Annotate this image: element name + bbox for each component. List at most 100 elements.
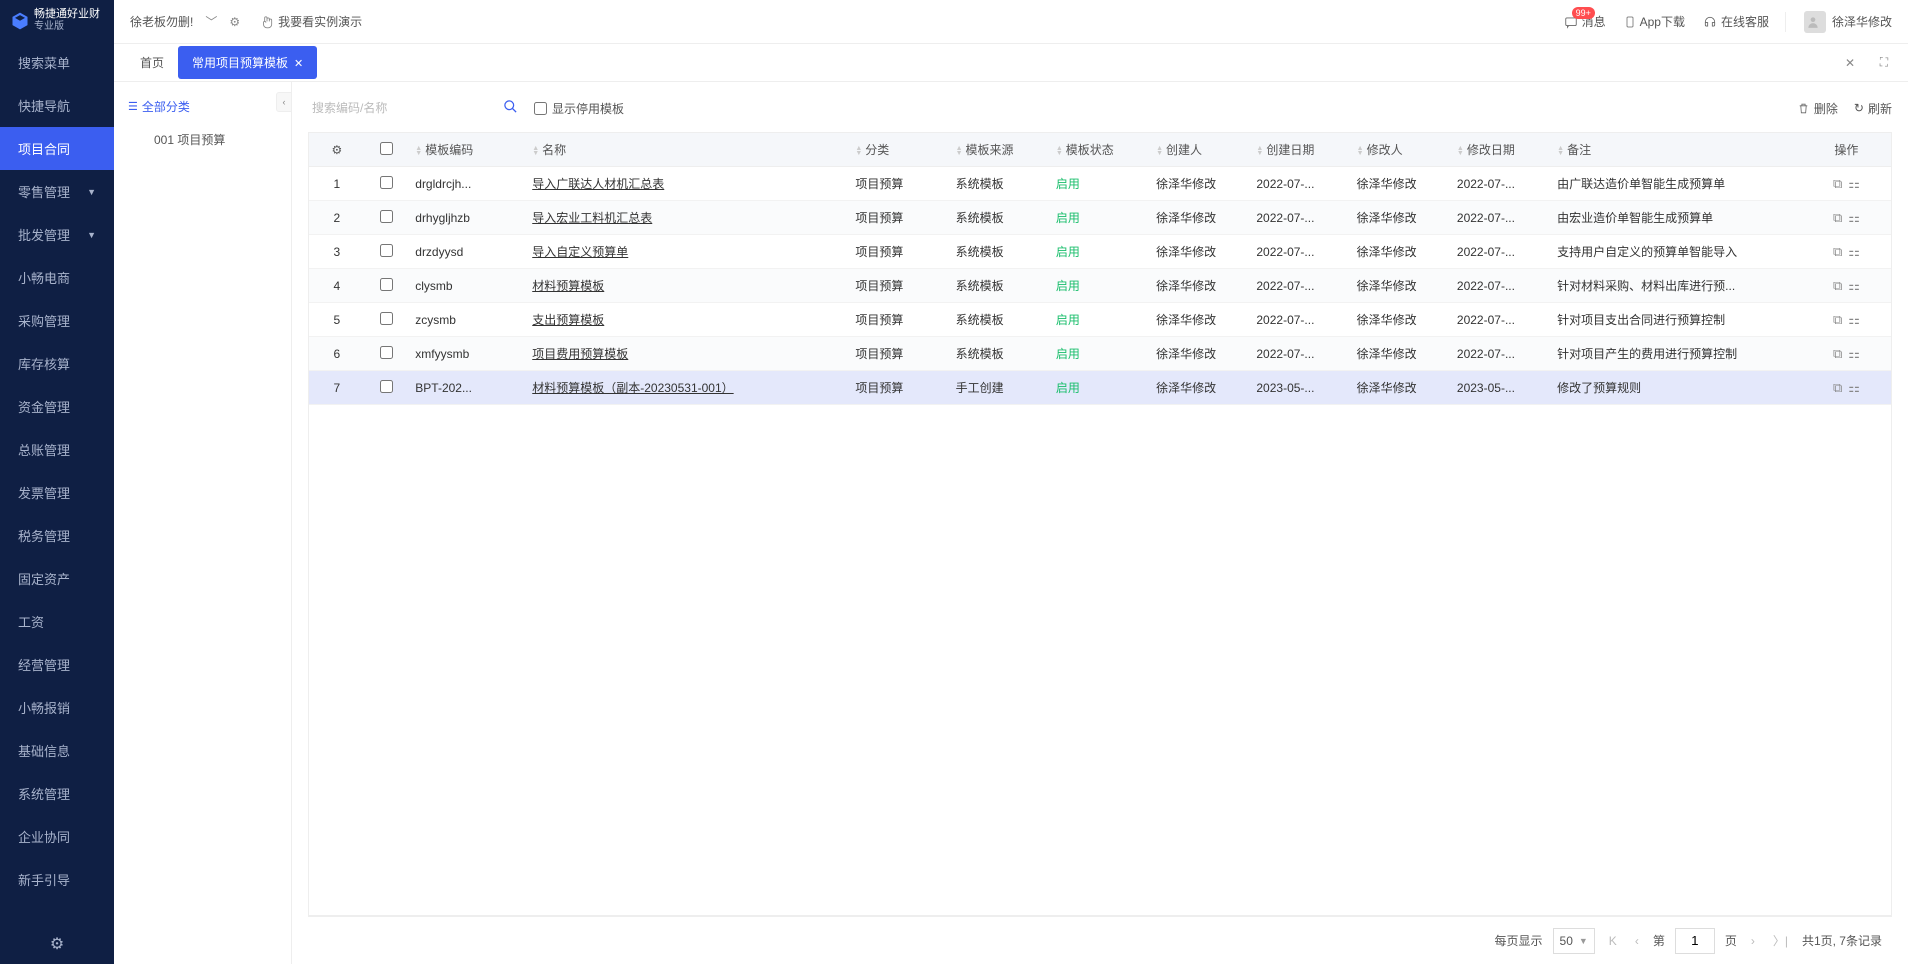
sidebar-item-13[interactable]: 工资 bbox=[0, 600, 114, 643]
greeting-dropdown[interactable]: ﹀ bbox=[205, 13, 217, 30]
table-row[interactable]: 1drgldrcjh...导入广联达人材机汇总表项目预算系统模板启用徐泽华修改2… bbox=[309, 167, 1891, 201]
col-source[interactable]: 模板来源 bbox=[966, 143, 1014, 157]
view-icon[interactable]: ⧉ bbox=[1833, 312, 1842, 327]
tabs-close-all[interactable]: ✕ bbox=[1838, 51, 1862, 75]
sort-icon[interactable]: ▲▼ bbox=[415, 146, 422, 156]
demo-link[interactable]: 我要看实例演示 bbox=[260, 13, 362, 30]
row-checkbox[interactable] bbox=[380, 346, 393, 359]
sort-icon[interactable]: ▲▼ bbox=[532, 146, 539, 156]
row-name-link[interactable]: 支出预算模板 bbox=[532, 313, 604, 327]
col-remark[interactable]: 备注 bbox=[1567, 143, 1591, 157]
sidebar-item-1[interactable]: 快捷导航 bbox=[0, 84, 114, 127]
more-icon[interactable]: ⚏ bbox=[1848, 346, 1860, 361]
sort-icon[interactable]: ▲▼ bbox=[1256, 146, 1263, 156]
delete-button[interactable]: 删除 bbox=[1797, 100, 1838, 117]
more-icon[interactable]: ⚏ bbox=[1848, 312, 1860, 327]
row-checkbox[interactable] bbox=[380, 176, 393, 189]
sidebar-item-8[interactable]: 资金管理 bbox=[0, 385, 114, 428]
view-icon[interactable]: ⧉ bbox=[1833, 380, 1842, 395]
select-all-checkbox[interactable] bbox=[380, 142, 393, 155]
collapse-panel-button[interactable]: ‹ bbox=[276, 92, 292, 112]
row-checkbox[interactable] bbox=[380, 380, 393, 393]
search-icon[interactable] bbox=[503, 99, 518, 117]
sidebar-item-3[interactable]: 零售管理▼ bbox=[0, 170, 114, 213]
refresh-button[interactable]: ↻ 刷新 bbox=[1854, 100, 1892, 117]
col-mdate[interactable]: 修改日期 bbox=[1467, 143, 1515, 157]
table-row[interactable]: 5zcysmb支出预算模板项目预算系统模板启用徐泽华修改2022-07-...徐… bbox=[309, 303, 1891, 337]
app-download-link[interactable]: App下载 bbox=[1624, 13, 1685, 30]
col-code[interactable]: 模板编码 bbox=[425, 143, 473, 157]
sidebar-item-6[interactable]: 采购管理 bbox=[0, 299, 114, 342]
view-icon[interactable]: ⧉ bbox=[1833, 346, 1842, 361]
col-cdate[interactable]: 创建日期 bbox=[1266, 143, 1314, 157]
col-creator[interactable]: 创建人 bbox=[1166, 143, 1202, 157]
tabs-expand[interactable]: ⛶ bbox=[1872, 51, 1896, 75]
table-row[interactable]: 4clysmb材料预算模板项目预算系统模板启用徐泽华修改2022-07-...徐… bbox=[309, 269, 1891, 303]
sort-icon[interactable]: ▲▼ bbox=[1156, 146, 1163, 156]
sidebar-item-5[interactable]: 小畅电商 bbox=[0, 256, 114, 299]
row-name-link[interactable]: 材料预算模板（副本-20230531-001） bbox=[532, 381, 733, 395]
search-input[interactable] bbox=[308, 94, 518, 122]
sidebar-item-10[interactable]: 发票管理 bbox=[0, 471, 114, 514]
sort-icon[interactable]: ▲▼ bbox=[1557, 146, 1564, 156]
category-root[interactable]: ☰ 全部分类 bbox=[114, 90, 291, 123]
sort-icon[interactable]: ▲▼ bbox=[1056, 146, 1063, 156]
view-icon[interactable]: ⧉ bbox=[1833, 210, 1842, 225]
row-name-link[interactable]: 导入宏业工料机汇总表 bbox=[532, 211, 652, 225]
sidebar-item-11[interactable]: 税务管理 bbox=[0, 514, 114, 557]
col-category[interactable]: 分类 bbox=[865, 143, 889, 157]
tab-0[interactable]: 首页 bbox=[126, 46, 178, 79]
col-modifier[interactable]: 修改人 bbox=[1367, 143, 1403, 157]
row-name-link[interactable]: 项目费用预算模板 bbox=[532, 347, 628, 361]
sidebar-item-14[interactable]: 经营管理 bbox=[0, 643, 114, 686]
next-page-button[interactable]: › bbox=[1747, 934, 1759, 948]
top-gear-icon[interactable]: ⚙ bbox=[229, 15, 240, 29]
row-name-link[interactable]: 导入广联达人材机汇总表 bbox=[532, 177, 664, 191]
settings-icon[interactable]: ⚙ bbox=[50, 936, 64, 953]
page-input[interactable] bbox=[1675, 928, 1715, 954]
per-page-select[interactable]: 50 ▼ bbox=[1553, 928, 1595, 954]
sidebar-item-7[interactable]: 库存核算 bbox=[0, 342, 114, 385]
more-icon[interactable]: ⚏ bbox=[1848, 278, 1860, 293]
more-icon[interactable]: ⚏ bbox=[1848, 210, 1860, 225]
service-link[interactable]: 在线客服 bbox=[1703, 13, 1769, 30]
last-page-button[interactable]: 〉| bbox=[1769, 932, 1792, 949]
row-checkbox[interactable] bbox=[380, 278, 393, 291]
sidebar-item-2[interactable]: 项目合同 bbox=[0, 127, 114, 170]
category-child[interactable]: 001 项目预算 bbox=[114, 123, 291, 156]
row-name-link[interactable]: 导入自定义预算单 bbox=[532, 245, 628, 259]
col-name[interactable]: 名称 bbox=[542, 143, 566, 157]
table-row[interactable]: 7BPT-202...材料预算模板（副本-20230531-001）项目预算手工… bbox=[309, 371, 1891, 405]
row-checkbox[interactable] bbox=[380, 244, 393, 257]
view-icon[interactable]: ⧉ bbox=[1833, 278, 1842, 293]
row-checkbox[interactable] bbox=[380, 210, 393, 223]
col-status[interactable]: 模板状态 bbox=[1066, 143, 1114, 157]
show-disabled-checkbox[interactable]: 显示停用模板 bbox=[534, 100, 624, 117]
user-menu[interactable]: 徐泽华修改 bbox=[1804, 11, 1892, 33]
sort-icon[interactable]: ▲▼ bbox=[956, 146, 963, 156]
sidebar-item-4[interactable]: 批发管理▼ bbox=[0, 213, 114, 256]
tab-close-icon[interactable]: ✕ bbox=[294, 58, 303, 70]
sort-icon[interactable]: ▲▼ bbox=[855, 146, 862, 156]
sidebar-item-0[interactable]: 搜索菜单 bbox=[0, 41, 114, 84]
table-row[interactable]: 6xmfyysmb项目费用预算模板项目预算系统模板启用徐泽华修改2022-07-… bbox=[309, 337, 1891, 371]
sidebar-item-19[interactable]: 新手引导 bbox=[0, 858, 114, 901]
message-link[interactable]: 消息 99+ bbox=[1564, 13, 1606, 30]
prev-page-button[interactable]: ‹ bbox=[1631, 934, 1643, 948]
sort-icon[interactable]: ▲▼ bbox=[1457, 146, 1464, 156]
sidebar-item-16[interactable]: 基础信息 bbox=[0, 729, 114, 772]
sidebar-item-15[interactable]: 小畅报销 bbox=[0, 686, 114, 729]
sidebar-item-9[interactable]: 总账管理 bbox=[0, 428, 114, 471]
row-checkbox[interactable] bbox=[380, 312, 393, 325]
first-page-button[interactable]: K bbox=[1605, 934, 1621, 948]
sort-icon[interactable]: ▲▼ bbox=[1357, 146, 1364, 156]
sidebar-item-12[interactable]: 固定资产 bbox=[0, 557, 114, 600]
table-row[interactable]: 3drzdyysd导入自定义预算单项目预算系统模板启用徐泽华修改2022-07-… bbox=[309, 235, 1891, 269]
sidebar-item-18[interactable]: 企业协同 bbox=[0, 815, 114, 858]
more-icon[interactable]: ⚏ bbox=[1848, 176, 1860, 191]
more-icon[interactable]: ⚏ bbox=[1848, 380, 1860, 395]
sidebar-item-17[interactable]: 系统管理 bbox=[0, 772, 114, 815]
table-settings-icon[interactable]: ⚙ bbox=[331, 143, 342, 157]
tab-1[interactable]: 常用项目预算模板✕ bbox=[178, 46, 317, 79]
view-icon[interactable]: ⧉ bbox=[1833, 176, 1842, 191]
